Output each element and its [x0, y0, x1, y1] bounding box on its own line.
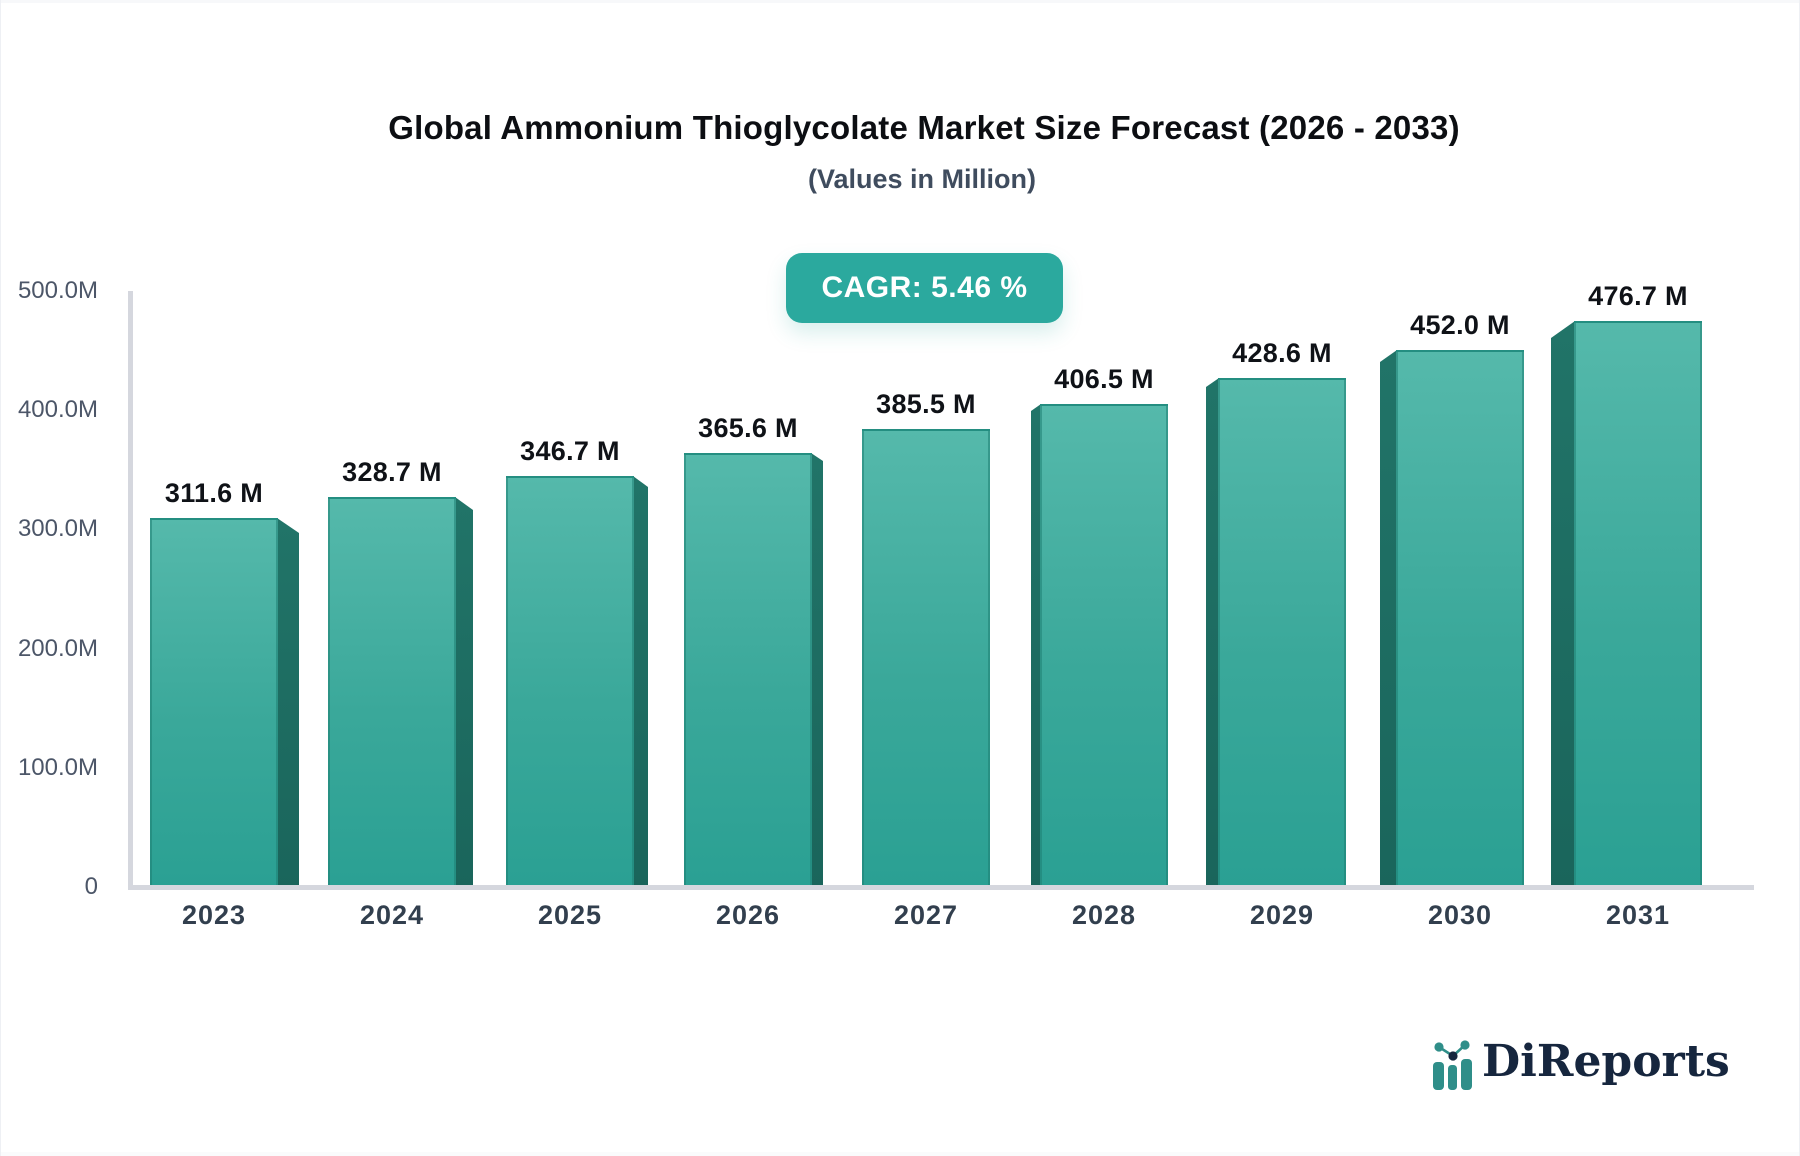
cagr-badge-label: CAGR: 5.46 %	[821, 271, 1028, 304]
bar-value-label-2026: 365.6 M	[698, 413, 798, 443]
bar-value-label-2031: 476.7 M	[1588, 281, 1688, 311]
bar-side-3d-2024	[455, 497, 473, 889]
bar-value-label-2025: 346.7 M	[520, 436, 620, 466]
chart-subtitle: (Values in Million)	[807, 164, 1037, 194]
bar-side-3d-2023	[277, 518, 299, 889]
x-axis-label-2027: 2027	[893, 900, 959, 930]
bar-side-3d-2026	[811, 453, 823, 889]
bar-value-label-2024: 328.7 M	[342, 457, 442, 487]
x-axis-label-2029: 2029	[1249, 900, 1315, 930]
x-axis-label-2026: 2026	[715, 900, 781, 930]
direports-logo: DiReports	[1428, 1036, 1730, 1094]
bar-value-label-2023: 311.6 M	[164, 478, 264, 508]
bar-value-label-2027: 385.5 M	[876, 389, 976, 419]
x-axis-label-2031: 2031	[1605, 900, 1671, 930]
bar-2027	[862, 429, 990, 889]
bar-2026	[684, 453, 812, 889]
page-edge-bottom	[0, 1152, 1800, 1156]
x-axis-label-2023: 2023	[181, 900, 247, 930]
y-axis-tick-label: 500.0M	[17, 277, 98, 304]
x-axis-baseline	[128, 885, 1754, 890]
direports-logo-icon	[1433, 1040, 1472, 1090]
bar-side-3d-2028	[1031, 404, 1041, 889]
page-edge-left	[0, 0, 1, 1156]
bar-2024	[328, 497, 456, 889]
x-axis-label-2028: 2028	[1071, 900, 1137, 930]
y-axis-tick-label: 100.0M	[17, 754, 98, 781]
y-axis-tick-label: 300.0M	[17, 515, 98, 542]
x-axis-label-2024: 2024	[359, 900, 425, 930]
page-edge-top	[0, 0, 1800, 3]
bar-2028	[1040, 404, 1168, 889]
y-axis-tick-label: 200.0M	[17, 635, 98, 662]
bar-side-3d-2031	[1551, 321, 1575, 889]
x-axis-label-2025: 2025	[537, 900, 603, 930]
bar-side-3d-2025	[633, 476, 648, 889]
bar-2031	[1574, 321, 1702, 889]
bar-value-label-2028: 406.5 M	[1054, 364, 1154, 394]
y-axis-tick-label: 400.0M	[17, 396, 98, 423]
cagr-badge: CAGR: 5.46 %	[786, 253, 1063, 323]
bar-side-3d-2029	[1206, 378, 1219, 889]
bar-value-label-2029: 428.6 M	[1232, 338, 1332, 368]
bar-2023	[150, 518, 278, 889]
bar-2025	[506, 476, 634, 889]
bar-2030	[1396, 350, 1524, 889]
y-axis-line	[128, 291, 133, 888]
bar-2029	[1218, 378, 1346, 889]
x-axis-label-2030: 2030	[1427, 900, 1493, 930]
y-axis-tick-label: 0	[84, 873, 98, 900]
bar-side-3d-2030	[1380, 350, 1397, 889]
direports-logo-text: DiReports	[1482, 1036, 1730, 1087]
bar-value-label-2030: 452.0 M	[1410, 310, 1510, 340]
chart-title: Global Ammonium Thioglycolate Market Siz…	[388, 109, 1460, 146]
